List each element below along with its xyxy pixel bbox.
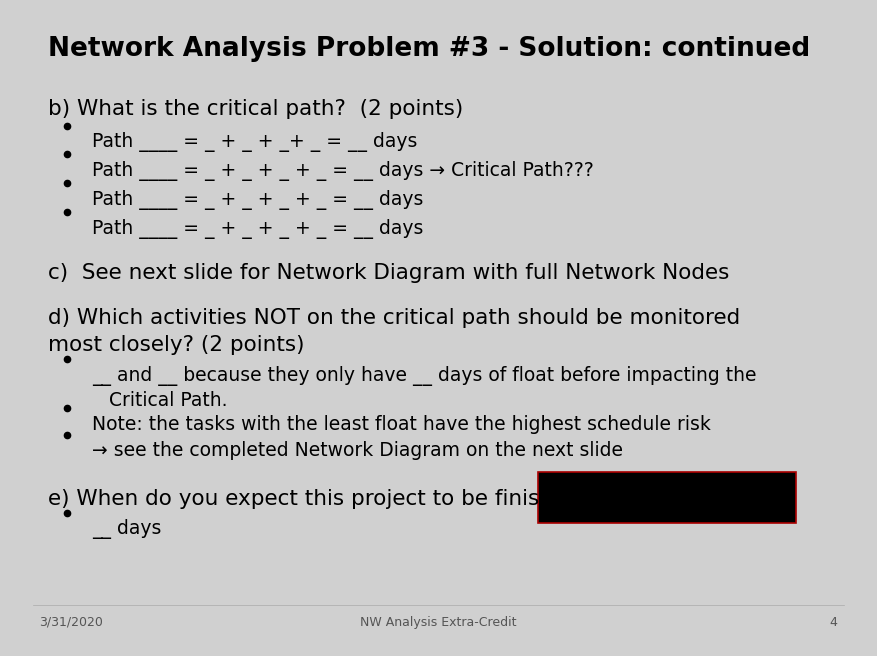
Text: Path ____ = _ + _ + _ + _ = __ days: Path ____ = _ + _ + _ + _ = __ days: [92, 190, 424, 210]
Text: e) When do you expect this project to be finished? (2 pts.): e) When do you expect this project to be…: [48, 489, 675, 509]
Text: → see the completed Network Diagram on the next slide: → see the completed Network Diagram on t…: [92, 441, 623, 460]
Text: Path ____ = _ + _ + _ + _ = __ days: Path ____ = _ + _ + _ + _ = __ days: [92, 218, 424, 239]
Text: __ and __ because they only have __ days of float before impacting the: __ and __ because they only have __ days…: [92, 365, 756, 386]
Text: c)  See next slide for Network Diagram with full Network Nodes: c) See next slide for Network Diagram wi…: [48, 262, 730, 283]
Text: Network Analysis Problem #3 - Solution: continued: Network Analysis Problem #3 - Solution: …: [48, 36, 810, 62]
Bar: [538, 472, 796, 523]
Text: Note: the tasks with the least float have the highest schedule risk: Note: the tasks with the least float hav…: [92, 415, 710, 434]
Text: 4: 4: [830, 616, 838, 628]
Text: d) Which activities NOT on the critical path should be monitored: d) Which activities NOT on the critical …: [48, 308, 740, 328]
Text: 3/31/2020: 3/31/2020: [39, 616, 103, 628]
Text: Critical Path.: Critical Path.: [109, 391, 227, 410]
Text: NW Analysis Extra-Credit: NW Analysis Extra-Credit: [360, 616, 517, 628]
Text: Path ____ = _ + _ + _ + _ = __ days → Critical Path???: Path ____ = _ + _ + _ + _ = __ days → Cr…: [92, 161, 594, 180]
Text: b) What is the critical path?  (2 points): b) What is the critical path? (2 points): [48, 99, 463, 119]
Text: __ days: __ days: [92, 519, 161, 539]
Text: Path ____ = _ + _ + _+ _ = __ days: Path ____ = _ + _ + _+ _ = __ days: [92, 132, 417, 152]
Text: most closely? (2 points): most closely? (2 points): [48, 335, 304, 356]
